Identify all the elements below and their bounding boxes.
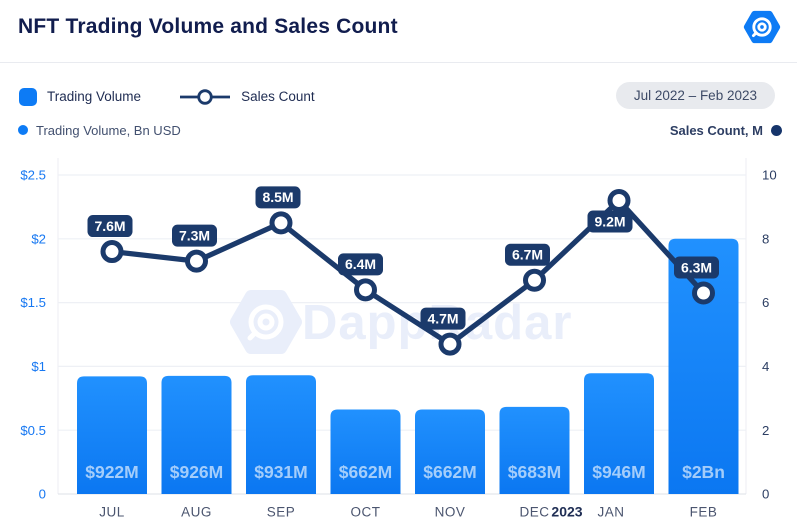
point-label-nov: 4.7M xyxy=(420,307,466,330)
point-label-text: 7.3M xyxy=(179,227,210,243)
point-label-box xyxy=(587,210,633,233)
month-label-feb: FEB xyxy=(690,505,718,520)
bar-label-feb: $2Bn xyxy=(682,462,725,482)
point-label-text: 7.6M xyxy=(94,218,125,234)
right-axis-tick: 6 xyxy=(762,295,769,310)
point-label-text: 6.3M xyxy=(681,259,712,275)
marker-feb[interactable] xyxy=(692,281,715,305)
right-axis-caption-label: Sales Count, M xyxy=(669,122,763,138)
legend-trading-volume-label: Trading Volume xyxy=(47,89,142,104)
sales-count-dot-icon xyxy=(771,124,782,136)
point-label-box xyxy=(172,224,217,247)
bar-jul[interactable] xyxy=(77,376,147,494)
watermark: DappRadar xyxy=(230,290,571,354)
point-label-jan: 9.2M xyxy=(587,210,633,233)
watermark-ring-outer xyxy=(248,304,284,340)
watermark-hexagon-icon xyxy=(230,290,302,354)
right-axis-tick: 8 xyxy=(762,231,769,246)
left-axis-tick: $1 xyxy=(31,359,46,374)
legend-trading-volume[interactable]: Trading Volume xyxy=(19,87,142,106)
month-label-nov: NOV xyxy=(435,505,466,520)
month-label-sep: SEP xyxy=(267,505,296,520)
right-axis-caption: Sales Count, M xyxy=(670,123,782,138)
point-label-jul: 7.6M xyxy=(87,215,133,238)
point-label-box xyxy=(674,256,719,279)
bar-sep[interactable] xyxy=(246,375,316,494)
point-label-box xyxy=(87,215,133,238)
point-label-sep: 8.5M xyxy=(255,186,301,209)
marker-oct[interactable] xyxy=(354,278,377,302)
point-label-oct: 6.4M xyxy=(338,253,383,276)
left-axis-caption-label: Trading Volume, Bn USD xyxy=(36,122,181,138)
point-label-feb: 6.3M xyxy=(674,256,719,279)
marker-jan[interactable] xyxy=(607,189,631,213)
right-axis-tick: 2 xyxy=(762,423,769,438)
left-axis-caption: Trading Volume, Bn USD xyxy=(18,123,181,138)
point-label-box xyxy=(505,243,550,266)
dappradar-logo-icon xyxy=(743,10,781,44)
marker-nov[interactable] xyxy=(438,332,462,356)
bar-label-sep: $931M xyxy=(254,462,308,482)
bar-label-aug: $926M xyxy=(170,462,224,482)
left-axis-tick: $1.5 xyxy=(20,295,46,310)
point-label-text: 4.7M xyxy=(427,310,458,326)
point-label-text: 6.7M xyxy=(512,247,543,263)
period-badge: Jul 2022 – Feb 2023 xyxy=(615,82,775,109)
bar-label-oct: $662M xyxy=(339,462,393,482)
month-label-aug: AUG xyxy=(181,505,212,520)
axis-captions: Trading Volume, Bn USD Sales Count, M xyxy=(18,122,782,138)
bar-oct[interactable] xyxy=(330,409,401,494)
month-label-jan: JAN xyxy=(597,505,624,520)
point-label-dec: 6.7M xyxy=(505,243,550,266)
marker-aug[interactable] xyxy=(185,249,208,273)
trading-volume-swatch-icon xyxy=(19,87,37,106)
legend-sales-count-label: Sales Count xyxy=(241,89,315,104)
legend-sales-count[interactable]: Sales Count xyxy=(179,87,315,107)
point-label-box xyxy=(255,186,301,209)
right-axis-tick: 10 xyxy=(762,168,777,183)
point-label-box xyxy=(338,253,383,276)
right-axis-tick: 4 xyxy=(762,359,769,374)
left-axis-tick: 0 xyxy=(39,487,46,502)
point-label-aug: 7.3M xyxy=(172,224,217,247)
watermark-tail xyxy=(247,330,258,341)
legend: Trading Volume Sales Count xyxy=(19,83,797,110)
point-label-text: 6.4M xyxy=(345,256,376,272)
page-title: NFT Trading Volume and Sales Count xyxy=(18,15,398,38)
left-axis-tick: $2 xyxy=(31,231,46,246)
right-axis-tick: 0 xyxy=(762,487,769,502)
header-divider xyxy=(0,62,797,63)
header: NFT Trading Volume and Sales Count xyxy=(0,0,797,62)
watermark-ring-inner xyxy=(257,313,275,331)
left-axis-tick: $2.5 xyxy=(20,168,46,183)
month-label-oct: OCT xyxy=(351,505,381,520)
bar-feb[interactable] xyxy=(668,238,739,494)
left-axis-tick: $0.5 xyxy=(20,423,46,438)
trading-volume-dot-icon xyxy=(18,125,28,135)
point-label-box xyxy=(420,307,466,330)
marker-dec[interactable] xyxy=(523,268,546,292)
marker-sep[interactable] xyxy=(269,211,293,235)
year-label: 2023 xyxy=(551,504,582,520)
bar-aug[interactable] xyxy=(161,375,232,494)
bar-jan[interactable] xyxy=(584,373,654,494)
bar-label-nov: $662M xyxy=(423,462,477,482)
sales-count-line-icon xyxy=(180,88,231,105)
bar-nov[interactable] xyxy=(415,409,485,494)
point-label-text: 8.5M xyxy=(262,189,293,205)
bar-label-jan: $946M xyxy=(592,462,646,482)
bar-label-jul: $922M xyxy=(85,462,139,482)
marker-jul[interactable] xyxy=(100,240,124,264)
bar-label-dec: $683M xyxy=(508,462,562,482)
month-label-dec: DEC xyxy=(519,505,549,520)
bar-dec[interactable] xyxy=(499,406,570,494)
point-label-text: 9.2M xyxy=(594,213,625,229)
month-label-jul: JUL xyxy=(99,505,125,520)
